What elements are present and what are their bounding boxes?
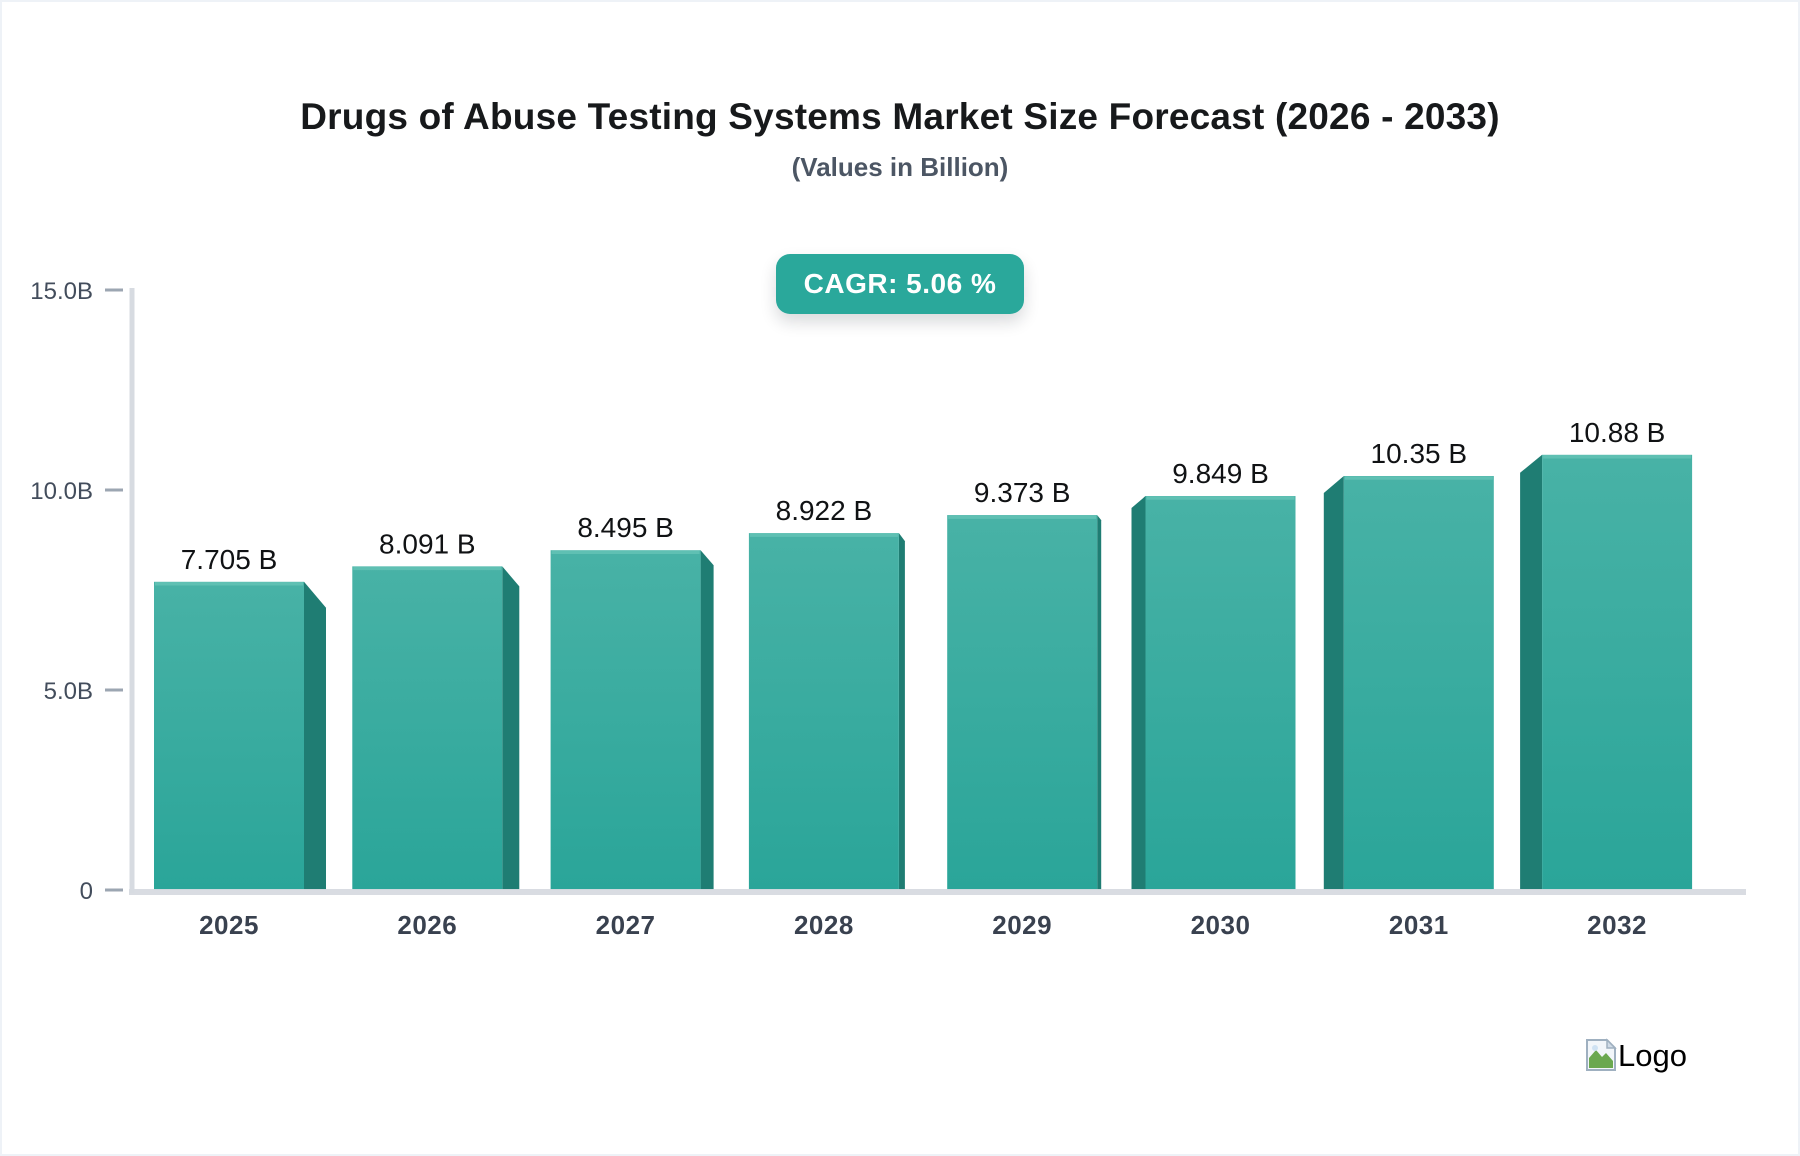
cagr-badge: CAGR: 5.06 % [775,254,1025,314]
bar-value-label: 8.091 B [379,528,476,559]
bar-face [947,515,1098,890]
bar [748,533,905,890]
bar [947,515,1102,890]
bar [154,581,326,890]
bar [1323,476,1494,890]
bar-face [154,581,304,890]
bar-side-face [1131,496,1146,890]
bar [352,566,520,890]
y-tick-label: 0 [80,878,93,905]
bar-side-face [502,566,520,890]
logo-text: Logo [1618,1038,1687,1073]
bar-value-label: 7.705 B [181,544,278,575]
logo: Logo [1585,1038,1687,1072]
bar-side-face [1520,454,1543,890]
bar-face [550,550,701,890]
bar-face [1343,476,1494,890]
bar-side-face [898,533,905,890]
x-category-label: 2029 [992,910,1052,940]
y-tick-label: 5.0B [44,678,93,705]
bar-value-label: 8.495 B [577,512,674,543]
bar [1520,454,1693,890]
bar [1131,496,1296,890]
y-tick-label: 10.0B [30,478,93,505]
x-category-label: 2027 [596,910,656,940]
bar-face [1145,496,1296,890]
bar [550,550,714,890]
bar-side-face [304,581,326,890]
bar-side-face [1097,515,1102,890]
bar-side-face [700,550,714,890]
bar-value-label: 8.922 B [776,495,873,526]
y-tick-label: 15.0B [30,278,93,305]
bar-value-label: 10.35 B [1371,438,1468,469]
bar-value-label: 10.88 B [1569,417,1666,448]
bar-side-face [1323,476,1344,890]
x-category-label: 2028 [794,910,854,940]
chart-subtitle: (Values in Billion) [791,152,1009,182]
cagr-badge-row: CAGR: 5.06 % [2,254,1798,314]
bar-face [748,533,899,890]
bar-value-label: 9.849 B [1172,458,1269,489]
page-title: Drugs of Abuse Testing Systems Market Si… [300,96,1500,137]
x-category-label: 2025 [199,910,259,940]
bar-value-label: 9.373 B [974,477,1071,508]
x-category-label: 2026 [397,910,457,940]
x-category-label: 2031 [1389,910,1449,940]
x-category-label: 2032 [1587,910,1647,940]
broken-image-icon [1586,1038,1617,1071]
x-category-label: 2030 [1191,910,1251,940]
bar-face [1542,454,1693,890]
bar-face [352,566,503,890]
